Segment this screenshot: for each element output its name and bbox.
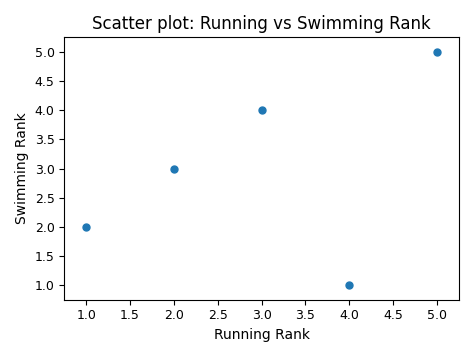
Point: [433, 49, 441, 55]
Point: [258, 107, 265, 113]
Point: [346, 282, 353, 288]
Title: Scatter plot: Running vs Swimming Rank: Scatter plot: Running vs Swimming Rank: [92, 15, 431, 33]
Y-axis label: Swimming Rank: Swimming Rank: [15, 113, 29, 225]
Point: [82, 224, 90, 230]
Point: [170, 166, 178, 171]
X-axis label: Running Rank: Running Rank: [214, 328, 310, 342]
